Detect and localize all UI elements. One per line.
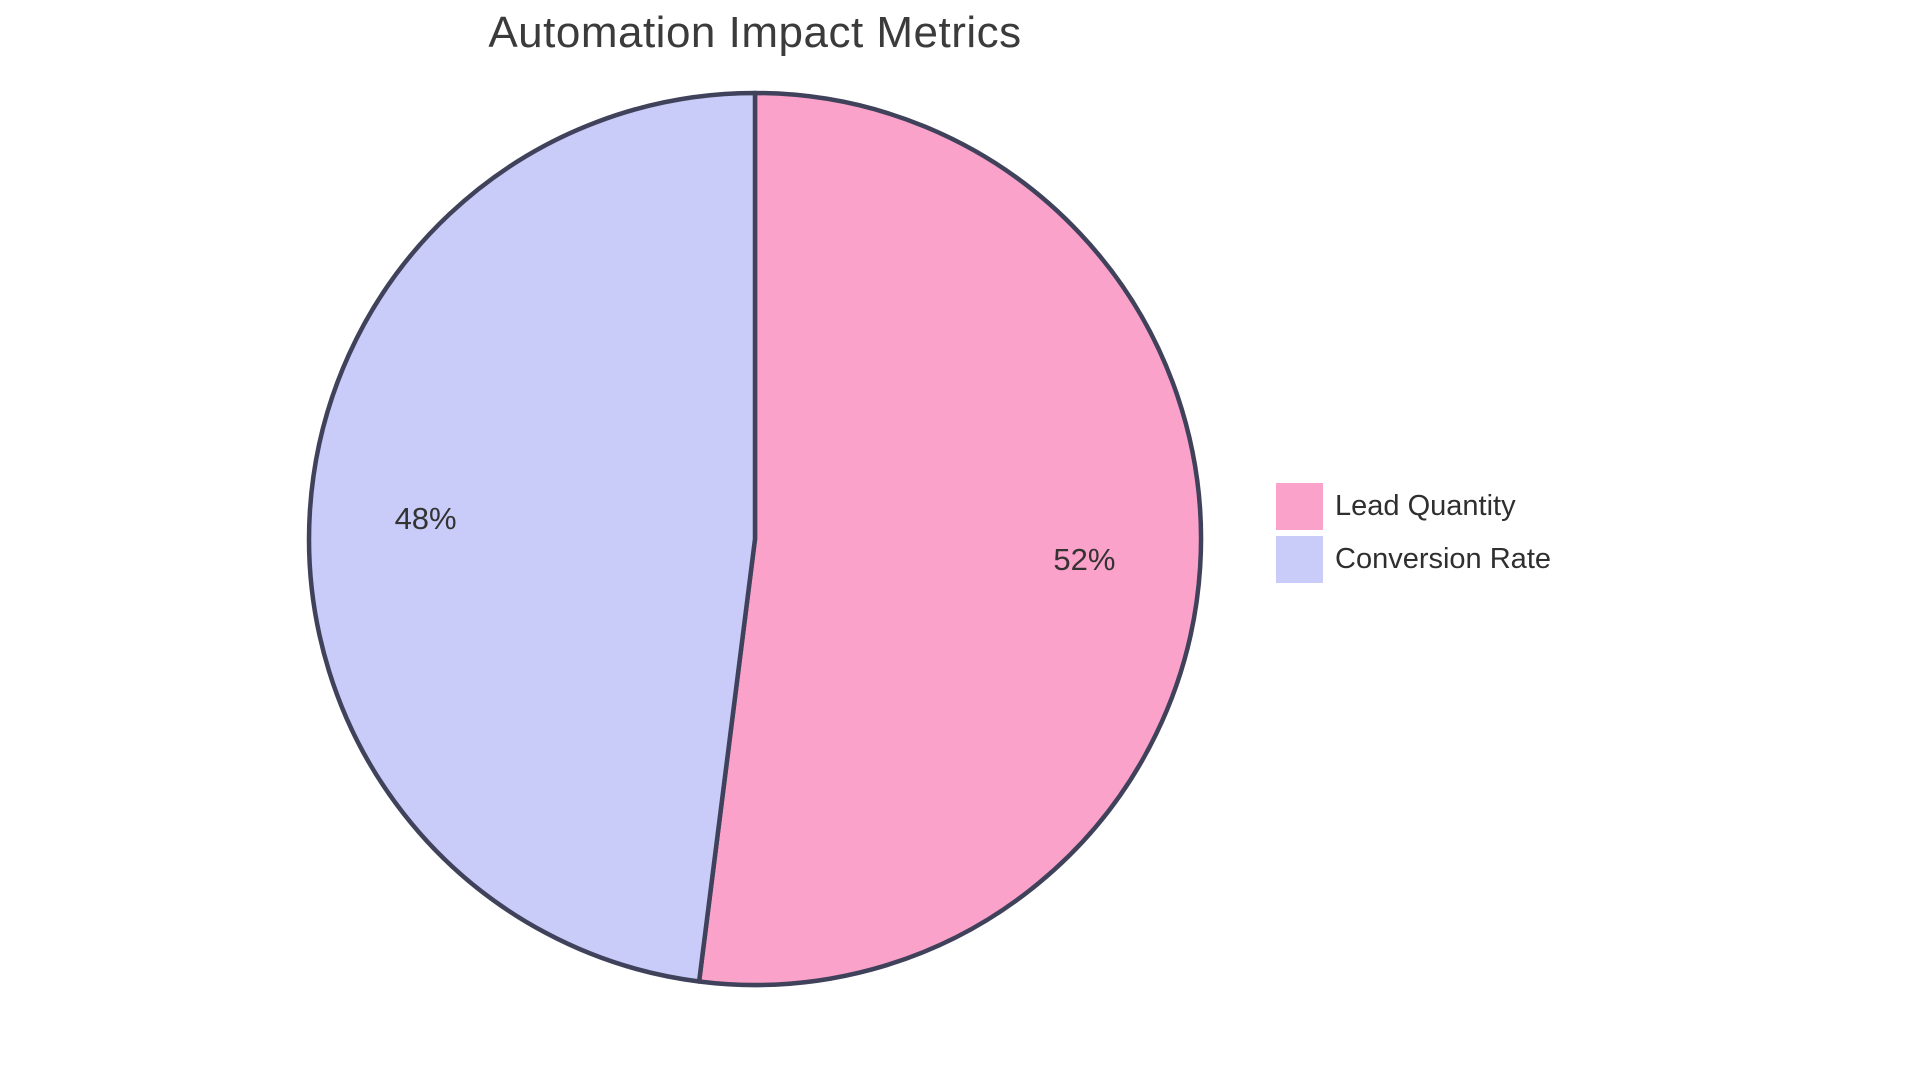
- pie-slice: [696, 90, 1204, 988]
- legend-label: Conversion Rate: [1335, 543, 1551, 575]
- pie-slice-percent-label: 52%: [1053, 542, 1115, 577]
- legend-label: Lead Quantity: [1335, 490, 1516, 522]
- legend-item-conversion-rate: Conversion Rate: [1276, 536, 1551, 583]
- legend-swatch: [1276, 536, 1323, 583]
- legend-swatch: [1276, 483, 1323, 530]
- pie-slice: [306, 90, 758, 984]
- chart-title: Automation Impact Metrics: [488, 8, 1022, 57]
- legend: Lead Quantity Conversion Rate: [1276, 483, 1551, 583]
- pie-slice-percent-label: 48%: [395, 501, 457, 536]
- legend-item-lead-quantity: Lead Quantity: [1276, 483, 1551, 530]
